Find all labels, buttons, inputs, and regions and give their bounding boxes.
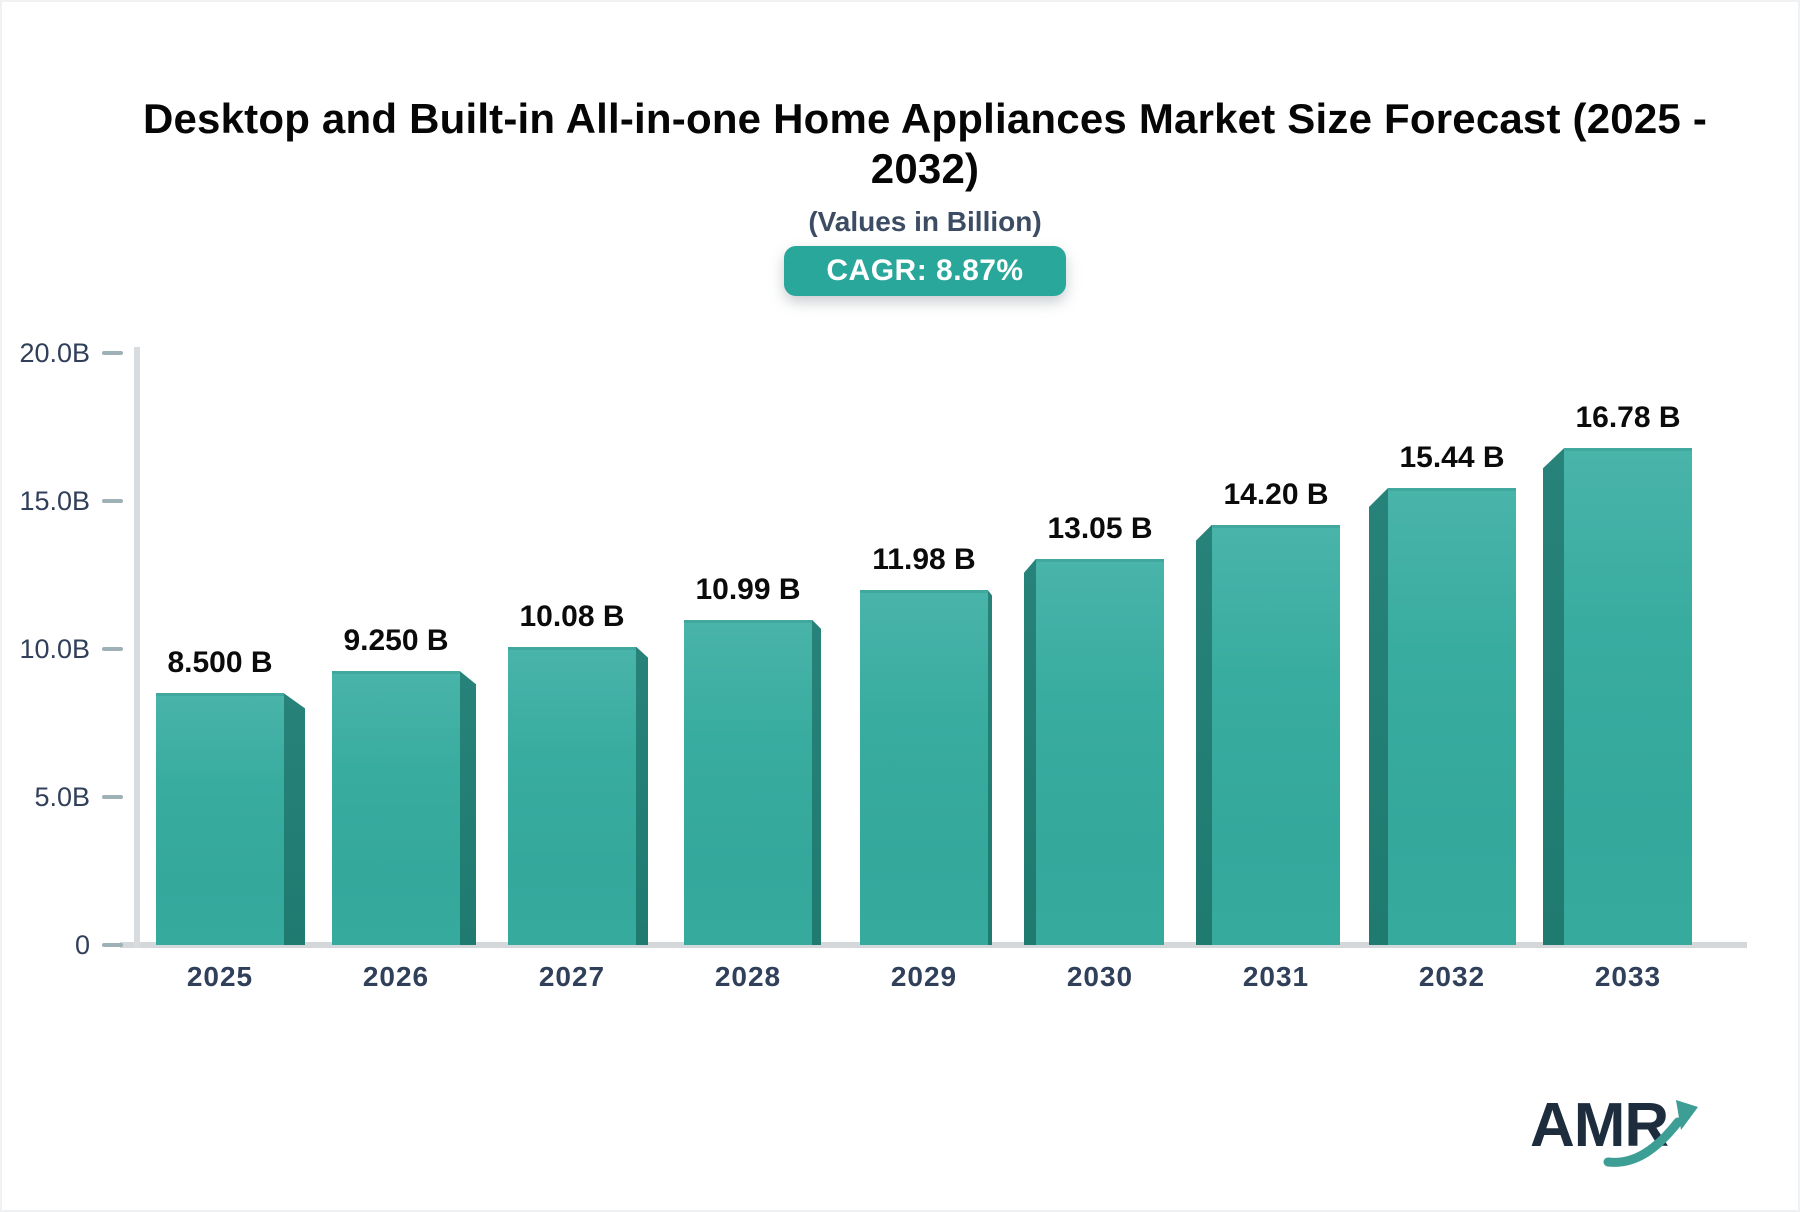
amr-logo-graphic: AMR: [1530, 1091, 1698, 1167]
x-axis-tick-label-2026: 2026: [362, 961, 430, 992]
bar-2028-side-face: [812, 619, 821, 945]
bar-value-label-2031: 14.20 B: [1223, 477, 1329, 511]
x-axis-tick-label-2032: 2032: [1418, 961, 1486, 992]
chart-title-line-1: Desktop and Built-in All-in-one Home App…: [142, 95, 1708, 142]
x-axis-tick-label-2028: 2028: [714, 961, 782, 992]
bar-value-label-2025: 8.500 B: [167, 646, 273, 680]
bar-value-label-2033: 16.78 B: [1575, 401, 1681, 435]
y-axis-tick-label: 10.0B: [19, 634, 90, 664]
bar-value-label-2029: 11.98 B: [872, 543, 976, 577]
chart-header: Desktop and Built-in All-in-one Home App…: [47, 2, 1800, 296]
x-axis-tick-label-2025: 2025: [186, 961, 254, 992]
growth-arrow-head-icon: [1676, 1100, 1698, 1130]
bar-value-label-2030: 13.05 B: [1047, 511, 1153, 545]
cagr-badge: CAGR: 8.87%: [784, 246, 1066, 296]
bar-2026-side-face: [460, 671, 476, 945]
bar-2025: [156, 693, 284, 945]
bar-value-label-2028: 10.99 B: [695, 572, 801, 606]
x-axis-tick-label-2033: 2033: [1594, 961, 1662, 992]
bar-2032-side-face: [1369, 487, 1388, 945]
y-axis-tick-label: 15.0B: [19, 486, 90, 516]
bar-2025-side-face: [284, 693, 305, 945]
bar-2030: [1036, 558, 1164, 945]
y-axis-line: [134, 347, 140, 948]
y-axis-tick-mark: [102, 351, 123, 355]
bar-2027: [508, 646, 636, 945]
bar-2031-side-face: [1196, 524, 1212, 945]
y-axis-tick-mark: [102, 647, 123, 651]
cagr-badge-label: CAGR: 8.87%: [826, 254, 1024, 287]
bar-value-label-2032: 15.44 B: [1399, 440, 1505, 474]
bar-value-label-2026: 9.250 B: [343, 624, 449, 658]
bar-2026: [332, 671, 460, 945]
chart-subtitle: (Values in Billion): [808, 206, 1042, 237]
y-axis-tick-label: 5.0B: [34, 782, 90, 812]
bar-2029-side-face: [988, 590, 992, 945]
x-axis-line: [120, 942, 1747, 948]
bar-2033-side-face: [1543, 448, 1564, 945]
bar-2033: [1564, 448, 1692, 945]
bar-2028: [684, 619, 812, 945]
bar-2032: [1388, 487, 1516, 945]
bar-2027-side-face: [636, 646, 648, 945]
bar-2030-side-face: [1024, 558, 1036, 945]
x-axis-tick-label-2030: 2030: [1066, 961, 1134, 992]
x-axis-tick-label-2031: 2031: [1242, 961, 1310, 992]
amr-logo: AMR: [1530, 1088, 1715, 1170]
y-axis-tick-label: 0: [74, 930, 90, 960]
y-axis-tick-mark: [102, 943, 123, 947]
growth-arrow-icon: [1603, 1117, 1683, 1167]
x-axis-tick-label-2027: 2027: [538, 961, 606, 992]
y-axis-tick-mark: [102, 499, 123, 503]
chart-title-line-2: 2032): [870, 145, 980, 192]
bar-2031: [1212, 524, 1340, 945]
x-axis-tick-label-2029: 2029: [890, 961, 958, 992]
y-axis-tick-label: 20.0B: [19, 338, 90, 368]
bar-value-label-2027: 10.08 B: [519, 599, 625, 633]
y-axis-tick-mark: [102, 795, 123, 799]
bar-2029: [860, 590, 988, 945]
chart-title: Desktop and Built-in All-in-one Home App…: [143, 94, 1707, 194]
